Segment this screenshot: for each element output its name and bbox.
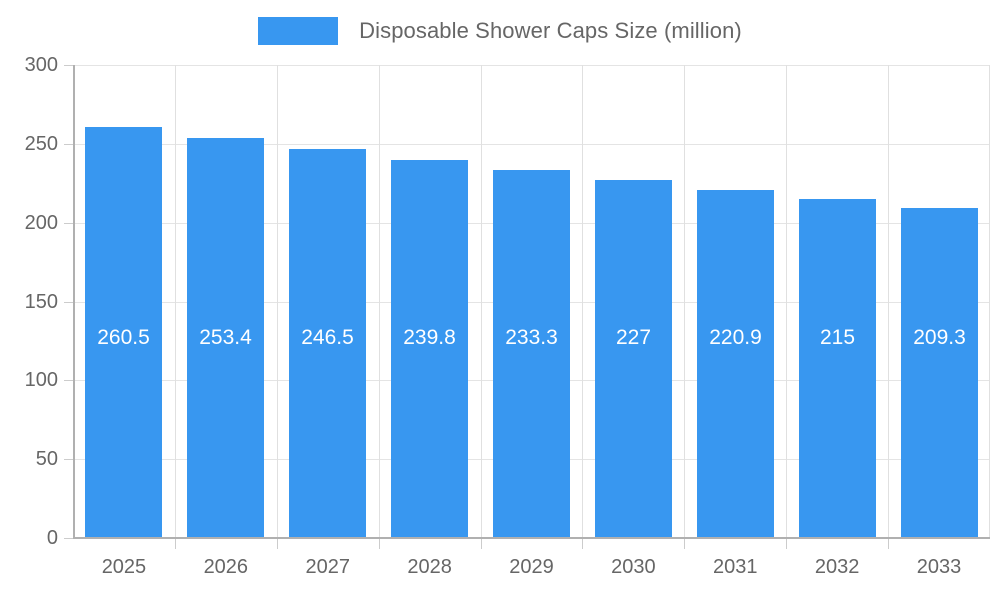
x-axis-tick-label: 2025 <box>101 556 147 578</box>
bar[interactable]: 233.3 <box>493 170 570 538</box>
gridline-vertical <box>786 65 787 538</box>
y-axis-tick-label: 150 <box>24 290 58 313</box>
bar[interactable]: 220.9 <box>697 189 774 538</box>
x-axis-tick-mark <box>480 539 482 549</box>
bar[interactable]: 246.5 <box>289 149 366 538</box>
x-axis-tick-label: 2032 <box>814 556 860 578</box>
x-axis-tick-label: 2031 <box>713 556 758 578</box>
x-axis-tick-label: 2028 <box>407 556 452 578</box>
x-axis-tick-mark <box>684 539 686 549</box>
bar-value-label: 227 <box>615 326 652 349</box>
legend-color-swatch[interactable] <box>258 17 339 45</box>
x-axis-tick-mark <box>582 539 584 549</box>
gridline-vertical <box>582 65 583 538</box>
y-axis-tick-label: 200 <box>24 211 58 234</box>
gridline-vertical <box>175 65 176 538</box>
x-axis-tick-mark <box>174 539 176 549</box>
x-axis-line <box>73 537 990 539</box>
bar[interactable]: 260.5 <box>85 127 162 538</box>
bar-value-label: 239.8 <box>403 326 456 349</box>
plot-area: 260.5 253.4 246.5 239.8 233.3 227 220.9 215 209.… <box>73 65 990 539</box>
y-axis-line <box>73 65 75 539</box>
bar-value-label: 260.5 <box>97 326 150 349</box>
y-axis-tick-label: 0 <box>46 527 58 549</box>
x-axis-tick-label: 2029 <box>509 556 554 578</box>
bar-value-label: 215 <box>819 326 856 349</box>
x-axis-tick-mark <box>378 539 380 549</box>
x-axis-tick-mark <box>786 539 788 549</box>
gridline-horizontal <box>73 143 990 145</box>
x-axis-tick-mark <box>888 539 890 549</box>
y-axis-tick-mark <box>64 538 73 539</box>
gridline-horizontal <box>73 65 990 66</box>
bar[interactable]: 239.8 <box>391 159 468 538</box>
bar-value-label: 220.9 <box>709 326 762 349</box>
x-axis-tick-label: 2026 <box>203 556 249 578</box>
bar-value-label: 209.3 <box>913 326 966 349</box>
y-axis-tick-label: 50 <box>35 448 58 471</box>
gridline-vertical <box>684 65 685 538</box>
y-axis-tick-mark <box>64 301 73 303</box>
bar-value-label: 246.5 <box>301 326 354 349</box>
gridline-vertical <box>888 65 889 538</box>
y-axis-tick-mark <box>64 459 73 461</box>
chart-legend: Disposable Shower Caps Size (million) <box>0 14 1000 48</box>
gridline-vertical <box>379 65 380 538</box>
gridline-vertical <box>277 65 278 538</box>
y-axis-tick-label: 300 <box>24 54 58 76</box>
y-axis-tick-mark <box>64 143 73 145</box>
y-axis-tick-label: 250 <box>24 132 58 155</box>
bar[interactable]: 227 <box>595 180 672 538</box>
x-axis-tick-mark <box>276 539 278 549</box>
y-axis-tick-mark <box>64 65 73 66</box>
bar[interactable]: 253.4 <box>187 138 264 538</box>
x-axis-tick-label: 2027 <box>305 556 350 578</box>
y-axis-tick-mark <box>64 380 73 382</box>
bar-value-label: 253.4 <box>199 326 252 349</box>
x-axis-tick-label: 2033 <box>916 556 962 578</box>
y-axis-tick-label: 100 <box>24 369 58 392</box>
x-axis-tick-label: 2030 <box>611 556 656 578</box>
bar-value-label: 233.3 <box>505 326 558 349</box>
bar[interactable]: 209.3 <box>901 208 978 538</box>
bar[interactable]: 215 <box>799 199 876 538</box>
y-axis-tick-mark <box>64 222 73 224</box>
y-axis-tick-labels: 0 50 100 150 200 250 300 <box>0 0 58 600</box>
legend-label[interactable]: Disposable Shower Caps Size (million) <box>359 18 742 43</box>
gridline-vertical <box>989 65 990 538</box>
gridline-vertical <box>481 65 482 538</box>
